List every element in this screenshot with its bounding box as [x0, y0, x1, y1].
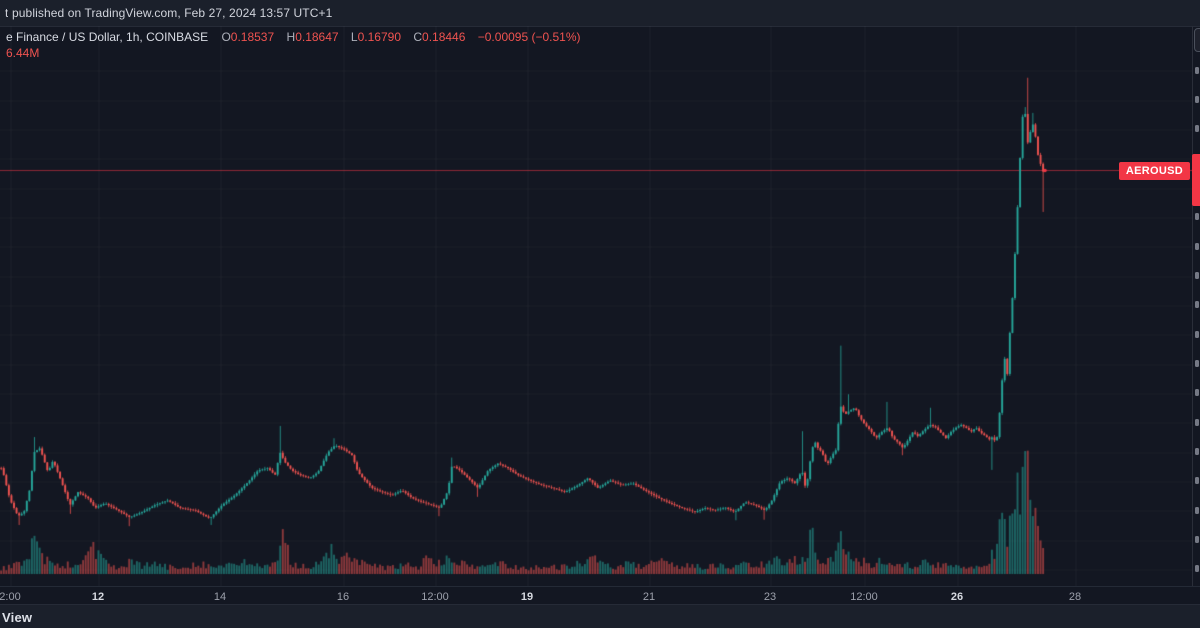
close-value: 0.18446	[422, 30, 466, 44]
time-label: 26	[950, 591, 964, 603]
close-label: C	[413, 30, 423, 44]
price-label-stub	[1195, 213, 1199, 221]
price-label-stub	[1195, 66, 1199, 74]
time-label: 12:00	[850, 591, 878, 603]
footer-bar: View	[0, 604, 1200, 628]
low-label: L	[350, 30, 358, 44]
price-label-stub	[1195, 125, 1199, 133]
symbol-legend: e Finance / US Dollar, 1h, COINBASE O0.1…	[6, 30, 581, 45]
price-label-stub	[1195, 565, 1199, 573]
price-label-stub	[1195, 418, 1199, 426]
last-price-axis-box	[1192, 154, 1200, 206]
price-label-stub	[1195, 96, 1199, 104]
tradingview-logo-text[interactable]: View	[2, 609, 33, 625]
high-value: 0.18647	[295, 30, 339, 44]
time-label: 14	[213, 591, 227, 603]
price-label-stub	[1195, 330, 1199, 338]
time-label: 16	[336, 591, 350, 603]
price-label-stub	[1195, 477, 1199, 485]
clipped-title-fragment: t	[5, 7, 8, 19]
time-label: 19	[520, 591, 534, 603]
price-label-stub	[1195, 448, 1199, 456]
high-label: H	[286, 30, 296, 44]
open-label: O	[221, 30, 231, 44]
time-label: 12	[91, 591, 105, 603]
volume-value: 6.44M	[6, 46, 40, 60]
price-chart-canvas[interactable]	[0, 26, 1192, 586]
price-label-stub	[1195, 536, 1199, 544]
attribution-text: published on TradingView.com, Feb 27, 20…	[12, 6, 333, 20]
symbol-description: e Finance / US Dollar, 1h, COINBASE	[6, 30, 209, 44]
time-label: 12:00	[421, 591, 449, 603]
price-label-stub	[1195, 242, 1199, 250]
time-label: 2:00	[0, 591, 21, 603]
attribution-bar: t published on TradingView.com, Feb 27, …	[0, 0, 1200, 27]
open-value: 0.18537	[230, 30, 275, 44]
time-axis[interactable]: 2:00 12 14 16 12:00 19 21 23 12:00 26 28	[0, 586, 1200, 605]
price-scale[interactable]	[1192, 26, 1200, 586]
low-value: 0.16790	[357, 30, 401, 44]
price-label-stub	[1195, 506, 1199, 514]
symbol-price-label: AEROUSD	[1118, 162, 1190, 180]
time-label: 23	[763, 591, 777, 603]
time-label: 28	[1068, 591, 1082, 603]
change-value: −0.00095 (−0.51%)	[477, 30, 581, 44]
price-scale-settings-button[interactable]	[1194, 28, 1200, 52]
price-label-stub	[1195, 301, 1199, 309]
price-label-stub	[1195, 360, 1199, 368]
price-label-stub	[1195, 272, 1199, 280]
price-label-stub	[1195, 389, 1199, 397]
time-label: 21	[642, 591, 656, 603]
